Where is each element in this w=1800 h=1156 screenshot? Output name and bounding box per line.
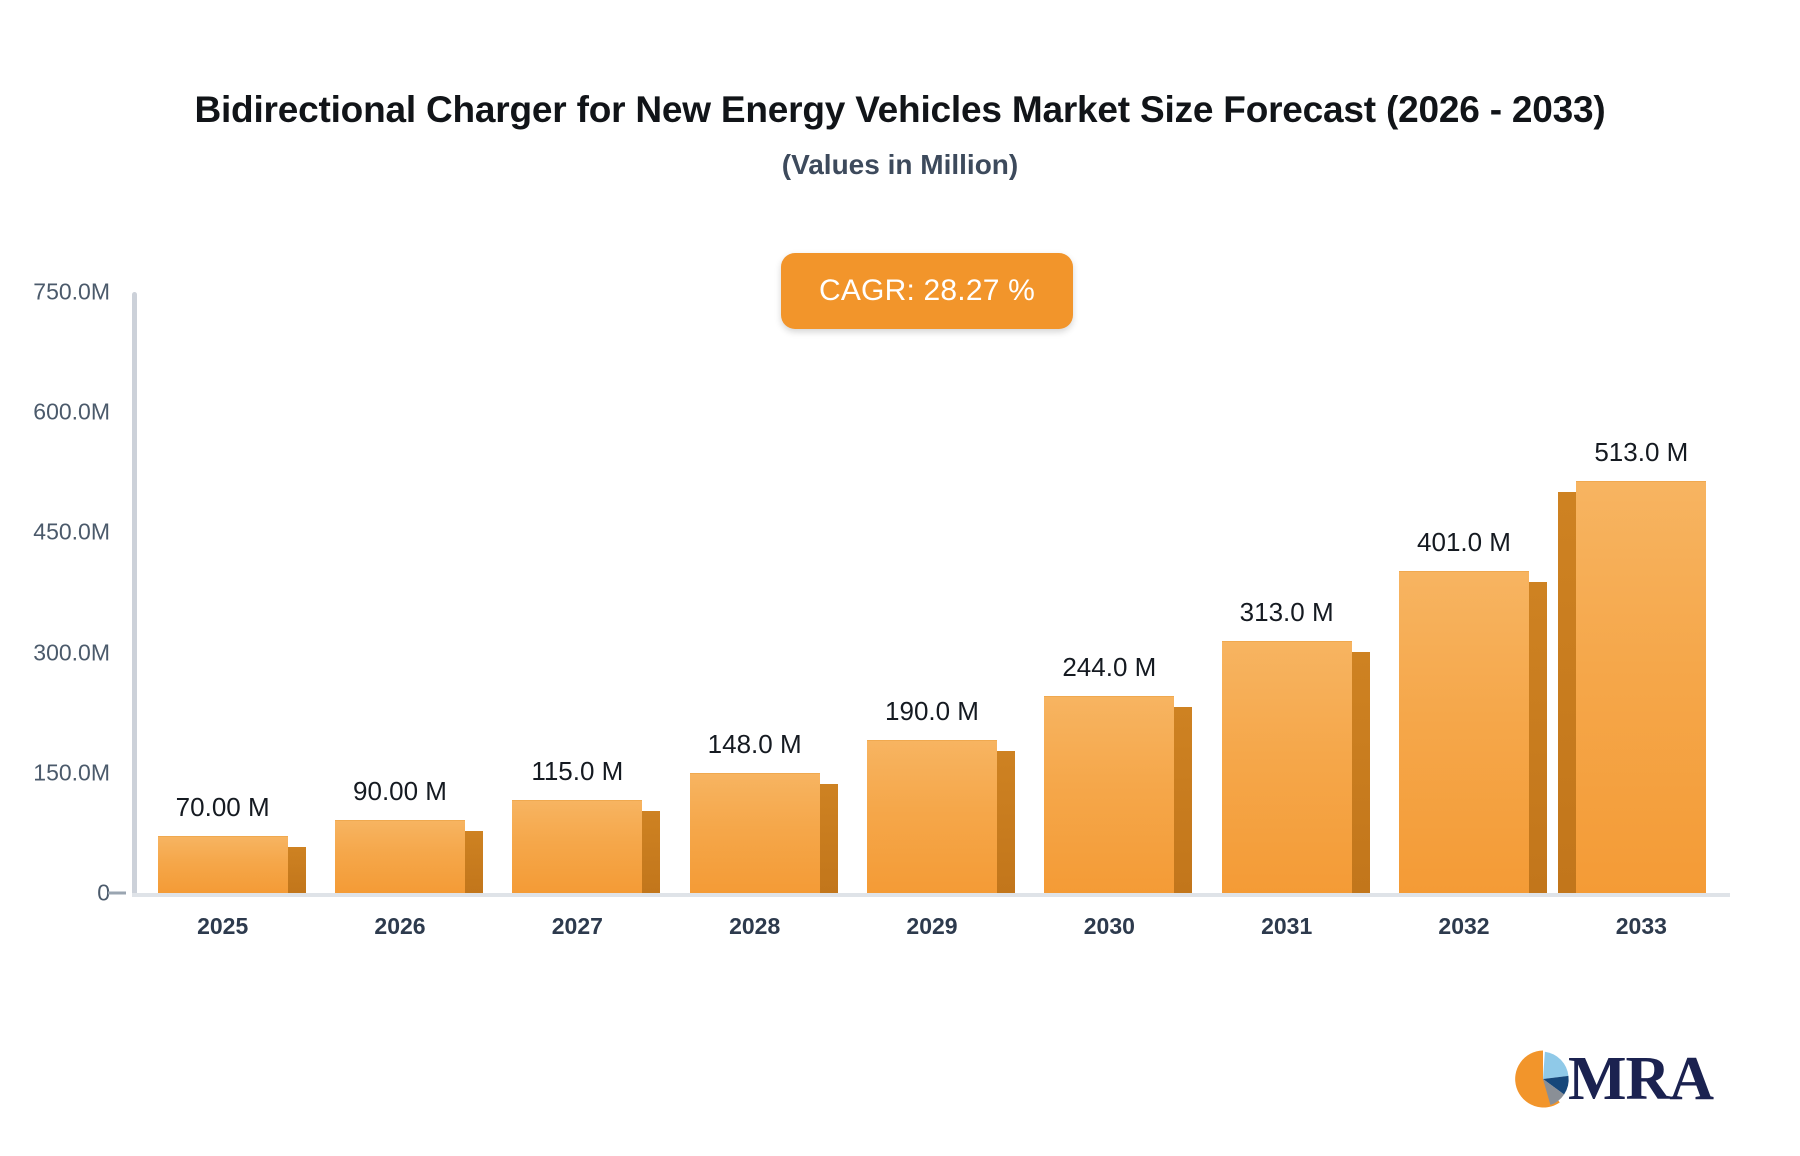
- cagr-badge: CAGR: 28.27 %: [781, 253, 1073, 329]
- bar-value-label: 313.0 M: [1239, 597, 1334, 628]
- x-axis-tick-label: 2027: [551, 913, 603, 939]
- x-axis-tick-label: 2032: [1438, 913, 1490, 939]
- bar-column: 70.00 M 2025: [157, 792, 306, 939]
- x-axis-tick-label: 2030: [1083, 913, 1135, 939]
- cagr-badge-label: CAGR: 28.27 %: [818, 274, 1036, 307]
- y-axis-tick-label: 0: [97, 879, 110, 906]
- y-axis-tick-label: 600.0M: [33, 398, 110, 425]
- bar-column: 513.0 M 2033: [1558, 437, 1707, 939]
- bar-column: 244.0 M 2030: [1044, 652, 1193, 939]
- bar-side-face: [1529, 581, 1547, 893]
- bar-value-label: 70.00 M: [175, 791, 270, 822]
- x-axis-tick-label: 2026: [374, 913, 426, 939]
- bar-side-face: [819, 784, 838, 893]
- bar-value-label: 148.0 M: [707, 729, 802, 760]
- x-axis-line: [132, 893, 1730, 897]
- x-axis-tick-label: 2033: [1615, 913, 1667, 939]
- bar-value-label: 244.0 M: [1062, 652, 1157, 683]
- bar-value-label: 115.0 M: [531, 755, 624, 786]
- brand-logo: MRA: [1512, 1045, 1714, 1113]
- pie-chart-logo-icon: [1515, 1050, 1570, 1108]
- x-axis-tick-label: 2028: [729, 913, 781, 939]
- bar-side-face: [465, 830, 483, 893]
- bar-column: 313.0 M 2031: [1221, 597, 1370, 939]
- bar-side-face: [997, 750, 1015, 893]
- x-axis-tick-label: 2025: [197, 913, 249, 939]
- y-axis-ticks: 0 150.0M 300.0M 450.0M 600.0M 750.0M: [0, 0, 126, 1156]
- y-axis-tick-label: 450.0M: [33, 518, 110, 545]
- bar-front-face: [1399, 570, 1529, 893]
- bar-front-face: [1576, 480, 1707, 893]
- y-axis-tick-label: 300.0M: [33, 639, 110, 666]
- bar-column: 401.0 M 2032: [1399, 527, 1547, 939]
- bar-value-label: 401.0 M: [1417, 526, 1511, 557]
- logo-text: MRA: [1568, 1045, 1714, 1113]
- y-axis-tick-label: 750.0M: [33, 278, 110, 305]
- bar-value-label: 513.0 M: [1594, 436, 1689, 467]
- bar-side-face: [1174, 707, 1193, 893]
- bar-column: 190.0 M 2029: [867, 696, 1015, 939]
- title-block: Bidirectional Charger for New Energy Veh…: [0, 88, 1800, 182]
- bar-front-face: [689, 773, 820, 893]
- bar-value-label: 90.00 M: [353, 775, 447, 806]
- bar-front-face: [157, 835, 288, 893]
- bar-side-face: [1351, 652, 1370, 893]
- y-axis-tick-label: 150.0M: [33, 759, 110, 786]
- bar-front-face: [1221, 641, 1352, 893]
- bar-front-face: [867, 739, 997, 893]
- y-axis-zero-tick: [108, 891, 126, 895]
- bar-front-face: [1044, 696, 1175, 893]
- bar-value-label: 190.0 M: [885, 695, 979, 726]
- x-axis-tick-label: 2029: [906, 913, 958, 939]
- page-title: Bidirectional Charger for New Energy Veh…: [194, 89, 1606, 130]
- bar-column: 115.0 M 2027: [512, 756, 661, 939]
- bar-side-face: [642, 810, 661, 893]
- bar-column: 148.0 M 2028: [689, 729, 838, 939]
- bar-column: 90.00 M 2026: [335, 776, 483, 939]
- bar-side-face: [287, 846, 306, 893]
- bar-front-face: [512, 799, 643, 893]
- bar-front-face: [335, 819, 465, 893]
- bar-side-face: [1558, 491, 1577, 893]
- x-axis-tick-label: 2031: [1261, 913, 1313, 939]
- chart-subtitle: (Values in Million): [781, 149, 1019, 181]
- y-axis-line: [132, 292, 137, 896]
